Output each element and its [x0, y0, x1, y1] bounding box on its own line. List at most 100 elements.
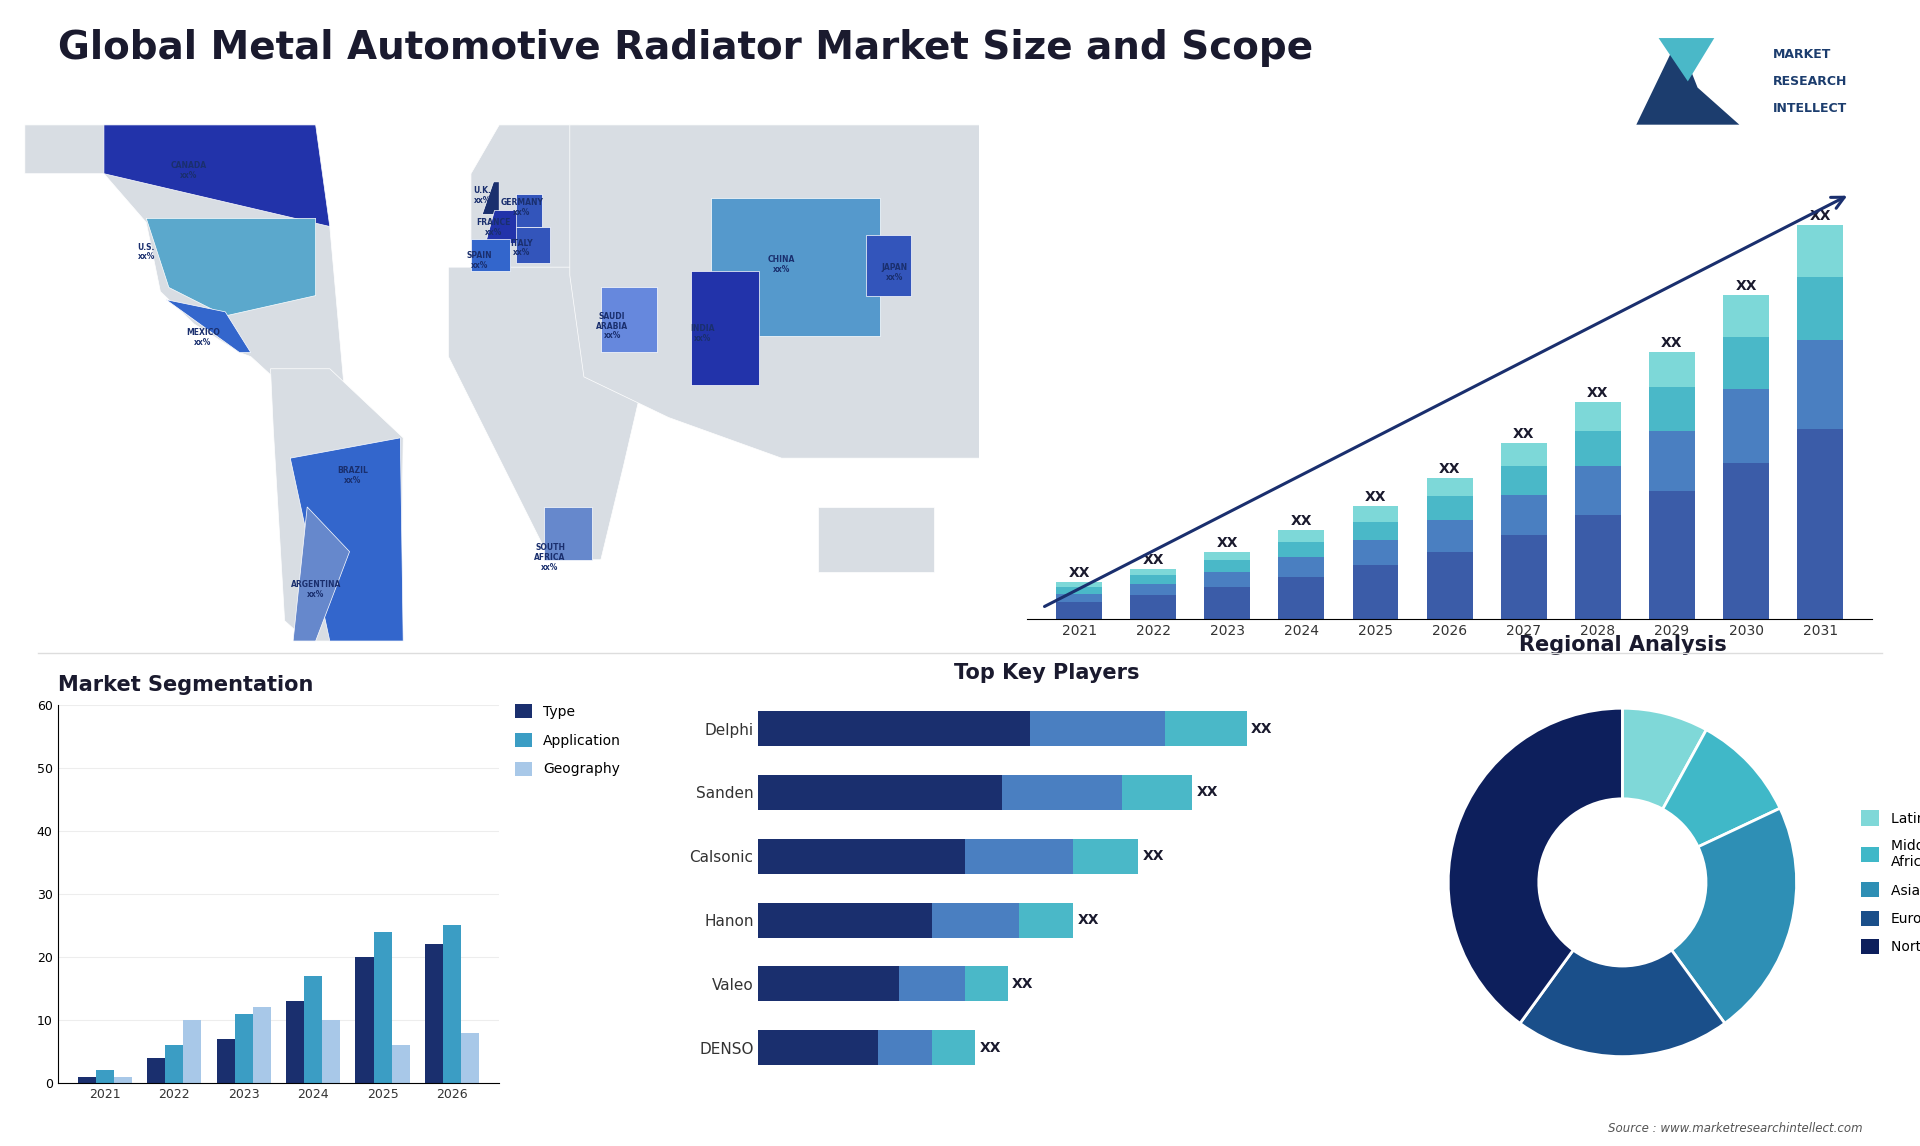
Polygon shape: [294, 507, 349, 641]
Bar: [1131, 583, 1177, 596]
Bar: [444, 926, 461, 1083]
Bar: [1131, 568, 1177, 575]
Polygon shape: [516, 227, 549, 264]
Bar: [1501, 535, 1548, 619]
Text: MEXICO
xx%: MEXICO xx%: [186, 328, 219, 347]
Polygon shape: [104, 125, 330, 227]
Title: Top Key Players: Top Key Players: [954, 664, 1139, 683]
Text: XX: XX: [1513, 426, 1534, 441]
Bar: [113, 1077, 132, 1083]
Polygon shape: [866, 235, 912, 296]
Text: XX: XX: [1250, 722, 1273, 736]
Text: Source : www.marketresearchintellect.com: Source : www.marketresearchintellect.com: [1607, 1122, 1862, 1135]
Bar: [1073, 839, 1139, 873]
Polygon shape: [570, 125, 1008, 458]
Bar: [758, 1030, 877, 1066]
Bar: [392, 1045, 409, 1083]
Text: XX: XX: [1142, 849, 1164, 863]
Text: XX: XX: [1196, 785, 1217, 800]
Polygon shape: [470, 238, 511, 272]
Bar: [1121, 775, 1192, 810]
Wedge shape: [1622, 708, 1707, 809]
Bar: [1020, 903, 1073, 937]
Bar: [1427, 551, 1473, 619]
Bar: [1165, 711, 1246, 746]
Bar: [877, 1030, 931, 1066]
Text: MARKET: MARKET: [1772, 48, 1832, 61]
Bar: [1056, 602, 1102, 619]
Bar: [931, 903, 1020, 937]
Bar: [1649, 387, 1695, 431]
Text: RESEARCH: RESEARCH: [1772, 74, 1847, 88]
Polygon shape: [25, 125, 344, 385]
FancyBboxPatch shape: [1617, 17, 1907, 146]
Text: XX: XX: [1365, 490, 1386, 504]
Bar: [964, 966, 1008, 1002]
Bar: [1204, 551, 1250, 560]
Bar: [1131, 575, 1177, 583]
Bar: [1649, 492, 1695, 619]
Text: ITALY
xx%: ITALY xx%: [511, 238, 534, 258]
Text: XX: XX: [1809, 209, 1832, 222]
Bar: [1352, 507, 1398, 521]
Text: CANADA
xx%: CANADA xx%: [171, 162, 207, 180]
Text: XX: XX: [1290, 513, 1311, 528]
Text: U.S.
xx%: U.S. xx%: [138, 243, 156, 261]
Bar: [1427, 520, 1473, 551]
Polygon shape: [482, 182, 499, 214]
Wedge shape: [1521, 950, 1724, 1057]
Text: XX: XX: [979, 1041, 1000, 1054]
Bar: [1279, 529, 1325, 542]
Polygon shape: [449, 267, 645, 559]
Text: XX: XX: [1661, 336, 1682, 350]
Bar: [1501, 466, 1548, 495]
Wedge shape: [1663, 730, 1780, 847]
Bar: [1002, 775, 1121, 810]
Bar: [1352, 540, 1398, 565]
Text: XX: XX: [1068, 566, 1091, 580]
Bar: [96, 1070, 113, 1083]
Text: XX: XX: [1438, 462, 1461, 476]
Text: SOUTH
AFRICA
xx%: SOUTH AFRICA xx%: [534, 543, 566, 572]
Bar: [355, 957, 374, 1083]
Bar: [1056, 587, 1102, 594]
Text: BRAZIL
xx%: BRAZIL xx%: [336, 466, 369, 485]
Bar: [758, 966, 899, 1002]
Bar: [1797, 225, 1843, 276]
Polygon shape: [470, 125, 597, 275]
Bar: [1649, 431, 1695, 492]
Bar: [286, 1002, 303, 1083]
Bar: [1029, 711, 1165, 746]
Polygon shape: [818, 507, 933, 572]
Bar: [165, 1045, 182, 1083]
Polygon shape: [165, 299, 252, 353]
Bar: [1204, 560, 1250, 572]
Bar: [1279, 557, 1325, 576]
Bar: [931, 1030, 975, 1066]
Bar: [758, 775, 1002, 810]
Bar: [461, 1033, 480, 1083]
Wedge shape: [1672, 808, 1797, 1023]
Polygon shape: [1659, 38, 1715, 81]
Text: GERMANY
xx%: GERMANY xx%: [501, 198, 543, 217]
Bar: [1574, 431, 1620, 466]
Text: INDIA
xx%: INDIA xx%: [691, 324, 714, 343]
Bar: [1501, 495, 1548, 535]
Bar: [964, 839, 1073, 873]
Bar: [77, 1077, 96, 1083]
Polygon shape: [1688, 38, 1740, 125]
Bar: [374, 932, 392, 1083]
Wedge shape: [1448, 708, 1622, 1023]
Bar: [1427, 496, 1473, 520]
Bar: [1352, 565, 1398, 619]
Bar: [1279, 542, 1325, 557]
Text: FRANCE
xx%: FRANCE xx%: [476, 219, 511, 237]
Text: XX: XX: [1142, 552, 1164, 566]
Polygon shape: [1636, 38, 1688, 125]
Bar: [1797, 276, 1843, 340]
Polygon shape: [691, 272, 758, 385]
Title: Regional Analysis: Regional Analysis: [1519, 635, 1726, 654]
Text: XX: XX: [1012, 976, 1033, 991]
Text: SPAIN
xx%: SPAIN xx%: [467, 251, 492, 269]
Bar: [1131, 596, 1177, 619]
